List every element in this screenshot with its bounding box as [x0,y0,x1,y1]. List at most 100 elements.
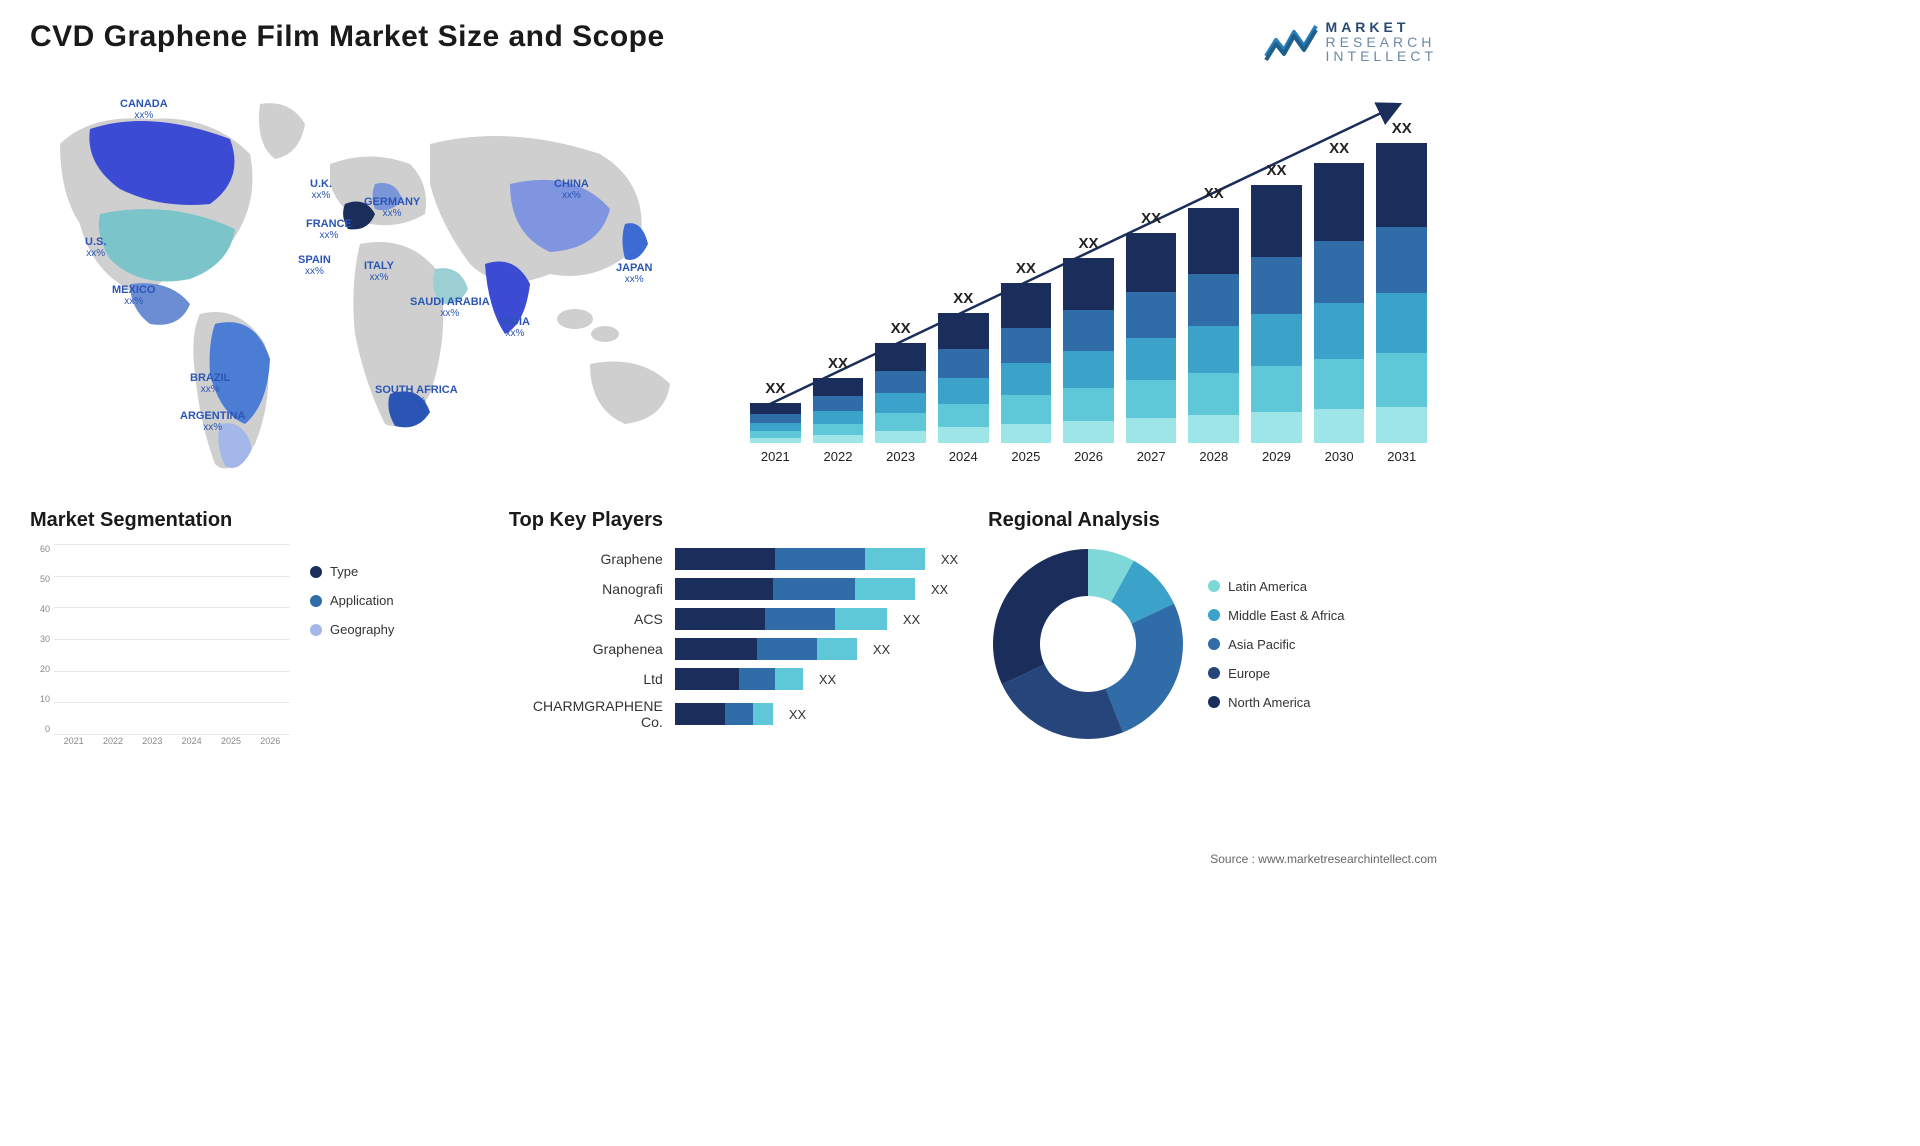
logo-text: MARKET RESEARCH INTELLECT [1326,20,1437,64]
growth-segment [1001,283,1052,328]
legend-item: Application [310,593,394,608]
growth-segment [813,378,864,396]
player-bar [675,548,925,570]
growth-segment [1126,380,1177,418]
growth-year-label: 2030 [1325,449,1354,464]
growth-segment [1063,388,1114,421]
growth-column: XX2026 [1063,235,1114,464]
growth-segment [1376,293,1427,353]
players-title: Top Key Players [509,509,958,532]
world-map-panel: CANADAxx%U.S.xx%MEXICOxx%BRAZILxx%ARGENT… [30,84,710,484]
growth-segment [1314,303,1365,359]
growth-column: XX2023 [875,320,926,464]
map-label: CHINAxx% [554,178,589,201]
growth-segment [938,313,989,349]
player-bar [675,668,803,690]
growth-segment [1251,412,1302,443]
donut-slice [1106,604,1183,733]
legend-dot-icon [310,595,322,607]
growth-bar [1063,258,1114,443]
growth-segment [1251,314,1302,366]
growth-column: XX2024 [938,290,989,464]
legend-label: Latin America [1228,579,1307,594]
legend-label: Application [330,593,394,608]
growth-segment [1001,363,1052,395]
growth-year-label: 2024 [949,449,978,464]
growth-segment [1188,208,1239,274]
legend-item: Middle East & Africa [1208,608,1344,623]
player-row: CHARMGRAPHENE Co.XX [509,698,958,730]
growth-segment [938,378,989,404]
growth-segment [1251,257,1302,314]
growth-value-label: XX [1329,140,1349,157]
growth-year-label: 2026 [1074,449,1103,464]
players-chart: GrapheneXXNanografiXXACSXXGrapheneaXXLtd… [509,544,958,730]
growth-segment [813,424,864,436]
growth-segment [1001,328,1052,363]
player-row: LtdXX [509,668,958,690]
player-value-label: XX [873,642,890,657]
top-row: CANADAxx%U.S.xx%MEXICOxx%BRAZILxx%ARGENT… [30,84,1437,484]
map-label: ITALYxx% [364,260,394,283]
seg-ytick: 30 [30,634,50,644]
legend-dot-icon [1208,667,1220,679]
player-segment [835,608,887,630]
logo-mark-icon [1264,22,1318,62]
growth-segment [938,404,989,427]
segmentation-panel: Market Segmentation 6050403020100 202120… [30,509,479,754]
growth-segment [1126,233,1177,292]
players-panel: Top Key Players GrapheneXXNanografiXXACS… [509,509,958,754]
growth-segment [1376,227,1427,293]
legend-dot-icon [1208,696,1220,708]
player-segment [675,578,773,600]
growth-value-label: XX [828,355,848,372]
player-bar [675,608,887,630]
growth-segment [1126,292,1177,338]
player-value-label: XX [941,552,958,567]
growth-column: XX2022 [813,355,864,464]
brand-logo: MARKET RESEARCH INTELLECT [1264,20,1437,64]
legend-label: Geography [330,622,394,637]
growth-segment [1126,418,1177,443]
map-label: FRANCExx% [306,218,352,241]
growth-segment [1001,424,1052,443]
map-label: BRAZILxx% [190,372,230,395]
growth-value-label: XX [1141,210,1161,227]
growth-value-label: XX [891,320,911,337]
growth-bar [1001,283,1052,443]
growth-segment [1188,415,1239,443]
growth-segment [1376,407,1427,443]
player-value-label: XX [819,672,836,687]
map-label: INDIAxx% [500,316,530,339]
growth-bar [1126,233,1177,443]
player-segment [775,668,803,690]
growth-segment [1314,163,1365,241]
segmentation-chart: 6050403020100 202120222023202420252026 [30,544,290,754]
player-value-label: XX [903,612,920,627]
legend-label: North America [1228,695,1310,710]
legend-label: Middle East & Africa [1228,608,1344,623]
header: CVD Graphene Film Market Size and Scope … [30,20,1437,64]
player-bar [675,638,857,660]
growth-bar [1251,185,1302,443]
player-bar [675,578,915,600]
growth-column: XX2027 [1126,210,1177,464]
growth-segment [875,343,926,371]
growth-value-label: XX [1392,120,1412,137]
regional-panel: Regional Analysis Latin AmericaMiddle Ea… [988,509,1437,754]
legend-label: Europe [1228,666,1270,681]
seg-xlabel: 2025 [215,736,246,754]
map-label: SOUTH AFRICAxx% [375,384,458,407]
seg-ytick: 20 [30,664,50,674]
player-segment [675,703,725,725]
player-segment [675,668,739,690]
growth-segment [875,431,926,443]
growth-segment [1188,373,1239,415]
player-value-label: XX [931,582,948,597]
donut-slice [993,549,1088,684]
growth-segment [1251,366,1302,412]
growth-bar [813,378,864,443]
growth-bar [1188,208,1239,443]
player-row: ACSXX [509,608,958,630]
growth-segment [875,393,926,413]
